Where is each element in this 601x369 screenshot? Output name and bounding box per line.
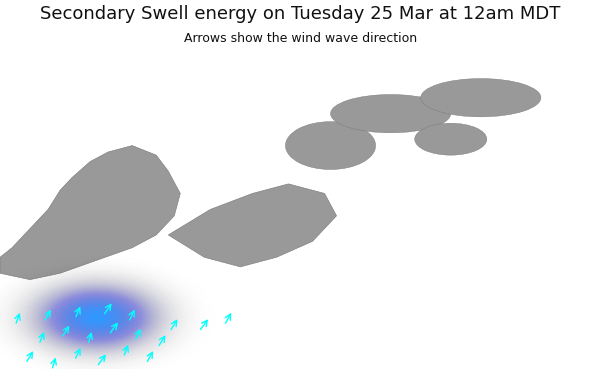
Polygon shape — [0, 146, 180, 280]
Ellipse shape — [285, 122, 376, 169]
Ellipse shape — [421, 79, 541, 117]
Text: Secondary Swell energy on Tuesday 25 Mar at 12am MDT: Secondary Swell energy on Tuesday 25 Mar… — [40, 5, 561, 23]
Ellipse shape — [415, 123, 487, 155]
Ellipse shape — [331, 94, 451, 133]
Text: Arrows show the wind wave direction: Arrows show the wind wave direction — [184, 32, 417, 45]
Polygon shape — [168, 184, 337, 267]
